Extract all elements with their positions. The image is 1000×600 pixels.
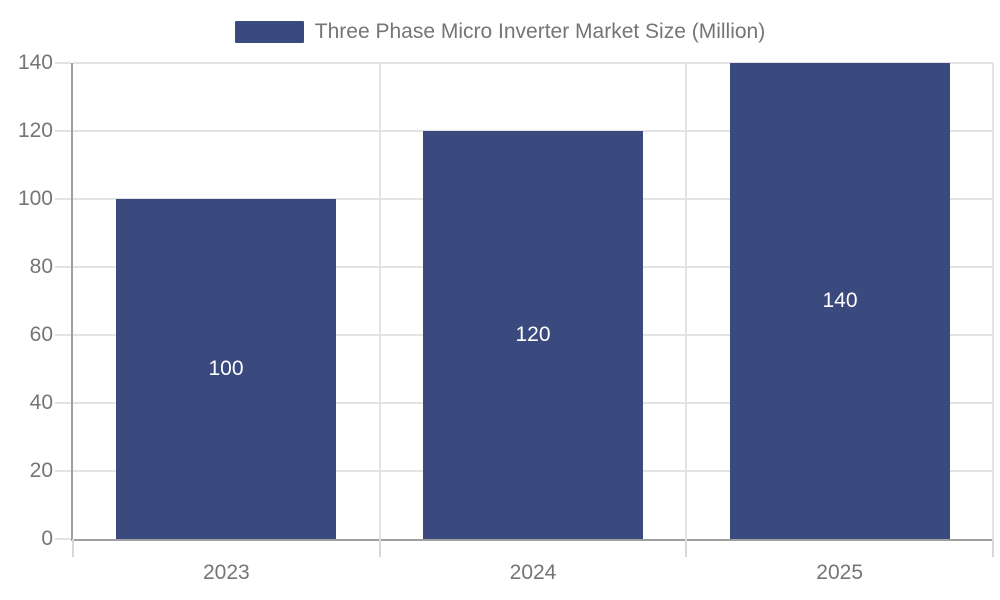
y-axis-tick <box>55 266 71 268</box>
y-axis-tick-label: 0 <box>41 527 53 550</box>
bar-value-label: 140 <box>822 289 858 312</box>
y-axis-tick-label: 60 <box>29 323 53 346</box>
y-axis-tick <box>55 130 71 132</box>
y-axis-tick <box>55 62 71 64</box>
bar-value-label: 100 <box>208 357 244 380</box>
y-axis-tick <box>55 198 71 200</box>
plot-area: 0 20 40 60 80 100 120 140 100 2023 120 2024 140 2025 <box>18 51 994 584</box>
gridline-horizontal <box>73 62 993 64</box>
bar-value-label: 120 <box>515 323 551 346</box>
y-axis-tick <box>55 538 71 540</box>
gridline-vertical <box>378 63 381 539</box>
y-axis-tick <box>55 334 71 336</box>
x-axis-tick <box>685 539 688 557</box>
x-axis-tick <box>378 539 381 557</box>
x-axis-tick <box>992 539 994 557</box>
bar-2023[interactable]: 100 <box>116 199 336 539</box>
bar-2025[interactable]: 140 <box>730 63 950 539</box>
gridline-vertical <box>685 63 688 539</box>
x-axis-tick <box>72 539 74 557</box>
x-axis-category-label: 2024 <box>509 561 557 584</box>
legend-item[interactable]: Three Phase Micro Inverter Market Size (… <box>0 20 1000 44</box>
y-axis-tick <box>55 402 71 404</box>
y-axis-tick-label: 20 <box>29 459 53 482</box>
y-axis-tick-label: 80 <box>29 255 53 278</box>
legend-swatch[interactable] <box>234 21 304 43</box>
x-axis-category-label: 2025 <box>816 561 864 584</box>
y-axis-tick-label: 40 <box>29 391 53 414</box>
bar-2024[interactable]: 120 <box>423 131 643 539</box>
legend-label: Three Phase Micro Inverter Market Size (… <box>314 20 766 43</box>
y-axis-tick-label: 120 <box>17 119 53 142</box>
gridline-vertical <box>992 63 994 539</box>
x-axis-category-label: 2023 <box>202 561 250 584</box>
y-axis-tick-label: 100 <box>17 187 53 210</box>
y-axis-tick <box>55 470 71 472</box>
y-axis-tick-label: 140 <box>17 51 53 74</box>
